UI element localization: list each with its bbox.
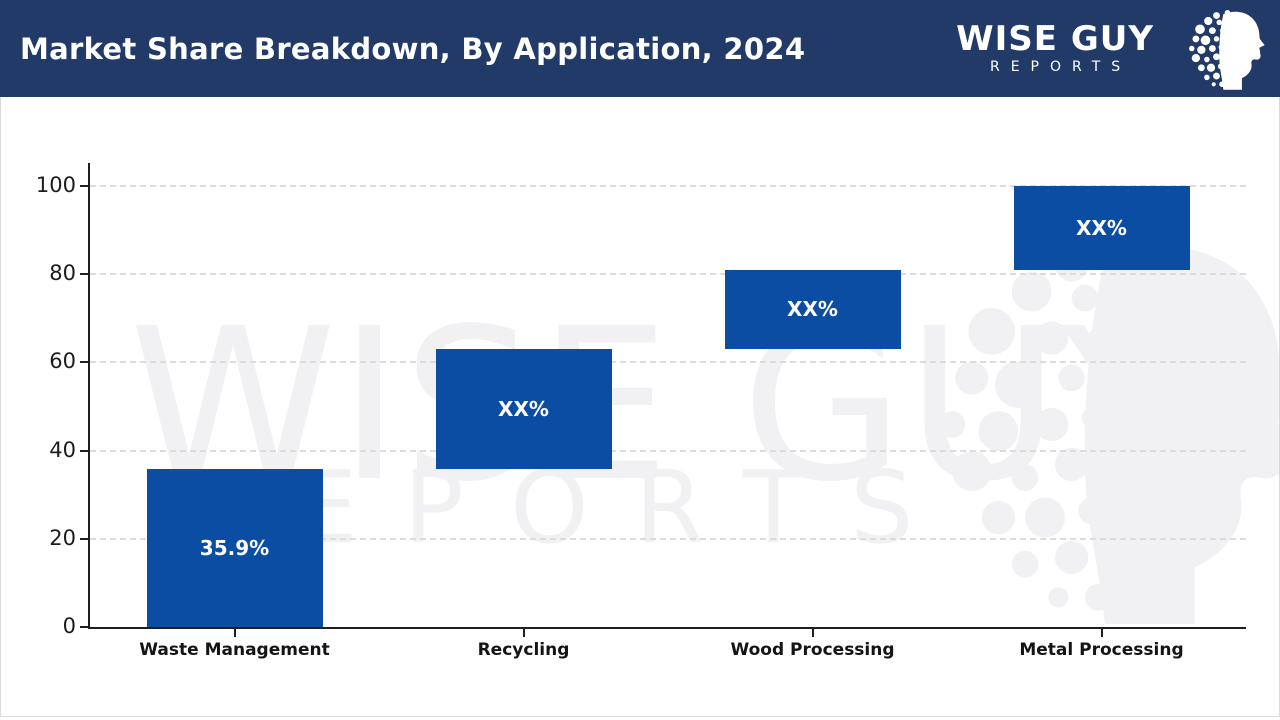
y-tick-label: 0 (62, 614, 76, 638)
header: Market Share Breakdown, By Application, … (0, 0, 1280, 97)
watermark-head-icon (938, 238, 1279, 624)
y-gridline (90, 273, 1246, 276)
x-category-label: Metal Processing (1019, 640, 1184, 660)
y-tick-mark (80, 626, 88, 628)
y-tick-mark (80, 273, 88, 276)
logo-wordmark-main: WISE GUY (956, 18, 1154, 59)
chart-figure: WISE GUY REPORTS 0 20 40 60 80 100 35.9% Waste … (0, 97, 1280, 717)
x-tick-mark (233, 629, 236, 637)
wiseguy-head-icon (1189, 10, 1265, 90)
y-tick-mark (80, 449, 88, 452)
logo-wordmark-sub: REPORTS (989, 59, 1132, 76)
page-title: Market Share Breakdown, By Application, … (20, 31, 806, 66)
y-gridline (90, 185, 1246, 187)
waterfall-chart: 0 20 40 60 80 100 35.9% Waste Management XX% Recy… (1, 97, 1279, 716)
bar: XX% (724, 269, 901, 350)
bar: XX% (435, 349, 612, 469)
y-axis-line (88, 163, 90, 629)
x-tick-mark (811, 629, 814, 637)
x-tick-mark (522, 629, 525, 637)
x-category-label: Wood Processing (730, 640, 895, 660)
y-tick-label: 60 (49, 349, 76, 374)
bar-value-label: 35.9% (199, 535, 270, 560)
bar-value-label: XX% (1076, 215, 1127, 240)
y-tick-mark (80, 537, 88, 540)
bar: 35.9% (146, 468, 323, 627)
y-tick-label: 80 (49, 261, 76, 286)
wiseguy-logo: WISE GUY REPORTS (956, 7, 1266, 90)
bar-value-label: XX% (787, 297, 838, 322)
y-tick-label: 40 (49, 437, 76, 462)
logo-wordmark: WISE GUY REPORTS (956, 18, 1154, 76)
y-tick-mark (80, 361, 88, 364)
x-category-label: Recycling (477, 640, 570, 660)
bar: XX% (1013, 186, 1190, 270)
bar-value-label: XX% (498, 396, 549, 421)
y-tick-label: 100 (35, 173, 76, 197)
x-category-label: Waste Management (139, 640, 330, 660)
y-gridline (90, 449, 1246, 452)
x-tick-mark (1100, 629, 1103, 637)
x-axis-line (88, 627, 1246, 629)
y-gridline (90, 537, 1246, 540)
y-gridline (90, 361, 1246, 364)
y-tick-label: 20 (49, 525, 76, 550)
y-tick-mark (80, 185, 88, 187)
